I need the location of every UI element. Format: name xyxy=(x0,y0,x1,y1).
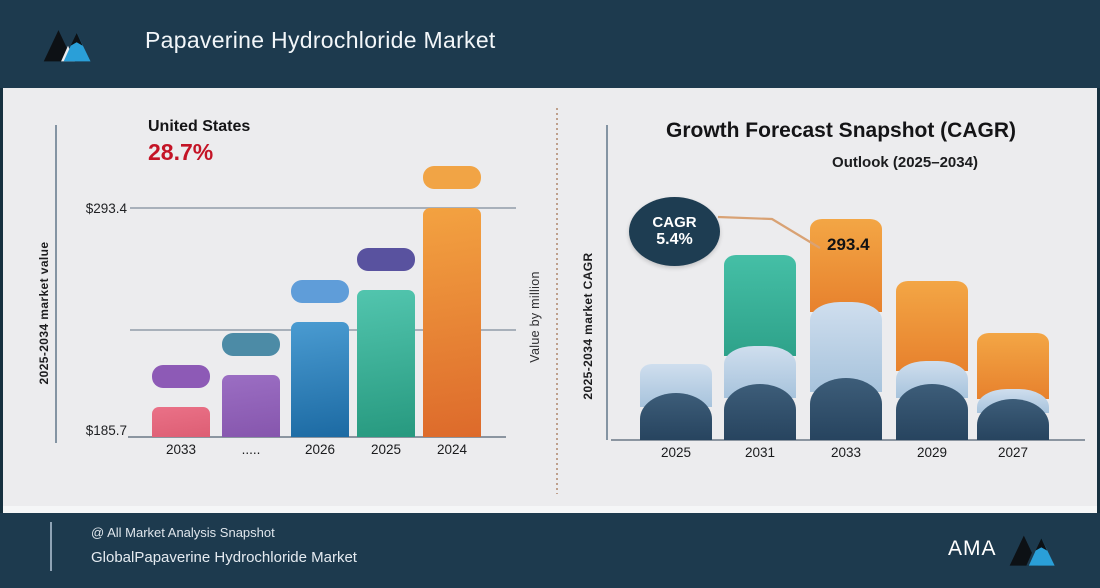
left-edge-strip xyxy=(0,88,3,513)
value-bar-..... xyxy=(222,374,280,437)
y-tick-top: $293.4 xyxy=(85,201,127,216)
stacked-segment-2029-navy xyxy=(896,383,968,440)
page-title: Papaverine Hydrochloride Market xyxy=(145,27,496,53)
stacked-segment-2033-navy xyxy=(810,377,882,440)
stacked-segment-2027-navy xyxy=(977,398,1049,440)
left-x-axis xyxy=(128,436,506,438)
gridline-293 xyxy=(130,207,516,209)
stacked-segment-2029-orange xyxy=(896,281,968,371)
footer-source: GlobalPapaverine Hydrochloride Market xyxy=(91,549,357,566)
footer-ama-logo-icon xyxy=(1009,535,1055,566)
cagr-badge: CAGR 5.4% xyxy=(629,197,720,266)
x-tick-label: 2031 xyxy=(744,445,776,460)
footer: @ All Market Analysis Snapshot GlobalPap… xyxy=(0,513,1100,588)
stacked-segment-2033-lightblue xyxy=(810,301,882,392)
cagr-badge-value: 5.4% xyxy=(656,230,693,248)
right-y-axis-label: 2025-2034 market CAGR xyxy=(581,252,595,400)
stacked-segment-2031-teal xyxy=(724,254,796,356)
region-value: 28.7% xyxy=(148,139,214,165)
bar-cap-..... xyxy=(222,332,280,356)
bottom-strip xyxy=(3,506,1097,513)
bar-cap-2033 xyxy=(152,364,210,388)
left-y-axis xyxy=(55,125,57,443)
ama-logo-icon xyxy=(43,30,91,62)
region-label: United States xyxy=(148,118,251,135)
value-by-million-label: Value by million xyxy=(528,271,542,363)
footer-attribution: @ All Market Analysis Snapshot xyxy=(91,525,275,540)
x-tick-label: 2027 xyxy=(997,445,1029,460)
right-chart-subtitle: Outlook (2025–2034) xyxy=(832,154,978,171)
stacked-segment-2031-navy xyxy=(724,383,796,440)
stacked-segment-2025-navy xyxy=(640,392,712,440)
value-bar-2033 xyxy=(152,406,210,437)
charts-area: 2025-2034 market value United States 28.… xyxy=(0,88,1100,513)
right-edge-strip xyxy=(1097,88,1100,513)
value-bar-2025 xyxy=(357,289,415,437)
value-bar-2026 xyxy=(291,321,349,437)
x-tick-label: 2033 xyxy=(165,442,197,457)
panel-divider xyxy=(556,108,558,494)
bar-cap-2024 xyxy=(423,166,481,189)
x-tick-label: 2029 xyxy=(916,445,948,460)
left-chart-heading: United States 28.7% xyxy=(148,118,250,166)
stacked-segment-2027-orange xyxy=(977,333,1049,399)
bar-value-annotation: 293.4 xyxy=(827,235,870,254)
stacked-segment-2033-orange xyxy=(810,219,882,312)
x-tick-label: 2026 xyxy=(304,442,336,457)
x-tick-label: ..... xyxy=(241,442,261,457)
y-tick-bottom: $185.7 xyxy=(85,423,127,438)
x-tick-label: 2025 xyxy=(660,445,692,460)
bar-cap-2025 xyxy=(357,247,415,271)
x-tick-label: 2025 xyxy=(370,442,402,457)
bar-cap-2026 xyxy=(291,279,349,303)
left-y-axis-label: 2025-2034 market value xyxy=(37,241,51,385)
cagr-badge-label: CAGR xyxy=(652,213,697,231)
right-y-axis xyxy=(606,125,608,440)
right-chart-title: Growth Forecast Snapshot (CAGR) xyxy=(665,119,1017,142)
footer-divider xyxy=(50,522,52,571)
x-tick-label: 2033 xyxy=(830,445,862,460)
header: Papaverine Hydrochloride Market xyxy=(0,0,1100,88)
value-bar-2024 xyxy=(423,208,481,437)
x-tick-label: 2024 xyxy=(436,442,468,457)
footer-brand-text: AMA xyxy=(948,537,997,560)
